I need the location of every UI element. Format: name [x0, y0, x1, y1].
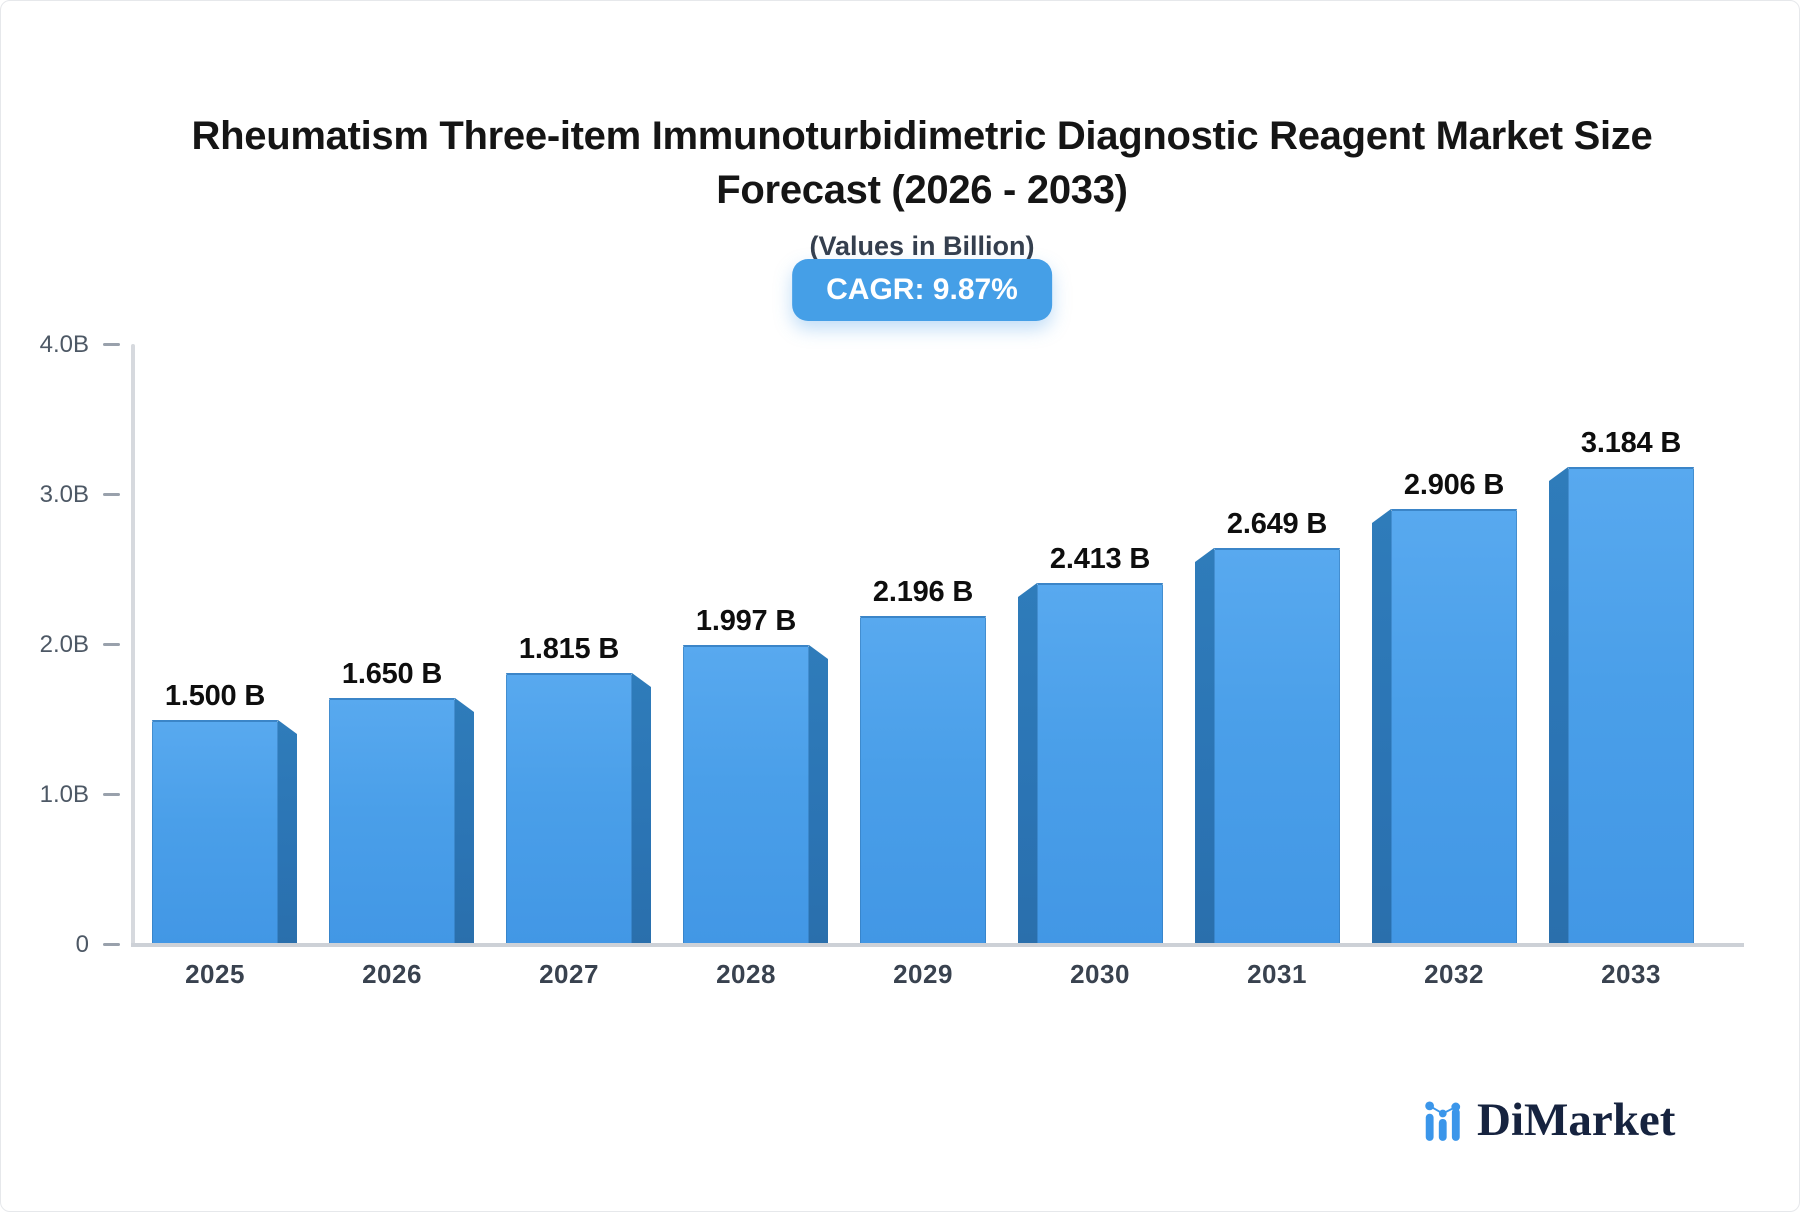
bar-value-label: 1.500 B — [164, 680, 266, 712]
y-tick-label: 1.0B — [39, 781, 89, 808]
bar-face — [506, 673, 632, 945]
bar-value-label: 1.650 B — [341, 658, 443, 690]
cagr-badge: CAGR: 9.87% — [792, 259, 1052, 321]
dimarket-logo-text: DiMarket — [1477, 1094, 1676, 1146]
bar-face — [152, 720, 278, 945]
bar-3d-side — [1195, 548, 1214, 945]
bar-value-label: 2.649 B — [1226, 508, 1328, 540]
bar-chart-trend-icon — [1425, 1101, 1461, 1141]
bar-3d-side — [1018, 583, 1037, 945]
page-title: Rheumatism Three-item Immunoturbidimetri… — [23, 109, 1799, 217]
bar-3d-side — [809, 645, 828, 945]
y-tick-label: 3.0B — [39, 481, 89, 508]
bar-face — [1214, 548, 1340, 945]
y-tick-label: 0 — [75, 931, 89, 958]
x-axis-label: 2030 — [1070, 959, 1130, 989]
y-tick-mark — [103, 943, 120, 946]
bar-3d-side — [278, 720, 297, 945]
x-axis-label: 2026 — [362, 959, 422, 989]
bar-3d-side — [632, 673, 651, 945]
x-axis-line — [131, 943, 1744, 947]
y-axis-line — [131, 344, 135, 947]
bar-3d-side — [1549, 467, 1568, 945]
y-tick-mark — [103, 643, 120, 646]
bar-value-label: 1.815 B — [518, 633, 620, 665]
bar-face — [1391, 509, 1517, 945]
chart-subtitle: (Values in Billion) — [809, 231, 1035, 261]
bar-value-label: 2.906 B — [1403, 469, 1505, 501]
y-tick-label: 2.0B — [39, 631, 89, 658]
bar-face — [683, 645, 809, 945]
x-axis-label: 2029 — [893, 959, 953, 989]
bar-value-label: 2.413 B — [1049, 543, 1151, 575]
bar-3d-side — [1372, 509, 1391, 945]
y-tick-mark — [103, 793, 120, 796]
bar-3d-side — [455, 698, 474, 945]
bar-face — [329, 698, 455, 945]
dimarket-logo: DiMarket — [1421, 1095, 1675, 1145]
bar-face — [860, 616, 986, 945]
y-tick-label: 4.0B — [39, 331, 89, 358]
bar-value-label: 3.184 B — [1580, 427, 1682, 459]
x-axis-label: 2027 — [539, 959, 599, 989]
title-line-2: Forecast (2026 - 2033) — [716, 168, 1128, 212]
x-axis-label: 2025 — [185, 959, 245, 989]
x-axis-label: 2031 — [1247, 959, 1307, 989]
x-axis-label: 2032 — [1424, 959, 1484, 989]
y-tick-mark — [103, 343, 120, 346]
y-tick-mark — [103, 493, 120, 496]
bar-value-label: 1.997 B — [695, 605, 797, 637]
bar-face — [1568, 467, 1694, 945]
bar-face — [1037, 583, 1163, 945]
x-axis-label: 2033 — [1601, 959, 1661, 989]
title-line-1: Rheumatism Three-item Immunoturbidimetri… — [191, 114, 1653, 158]
x-axis-label: 2028 — [716, 959, 776, 989]
bar-value-label: 2.196 B — [872, 576, 974, 608]
